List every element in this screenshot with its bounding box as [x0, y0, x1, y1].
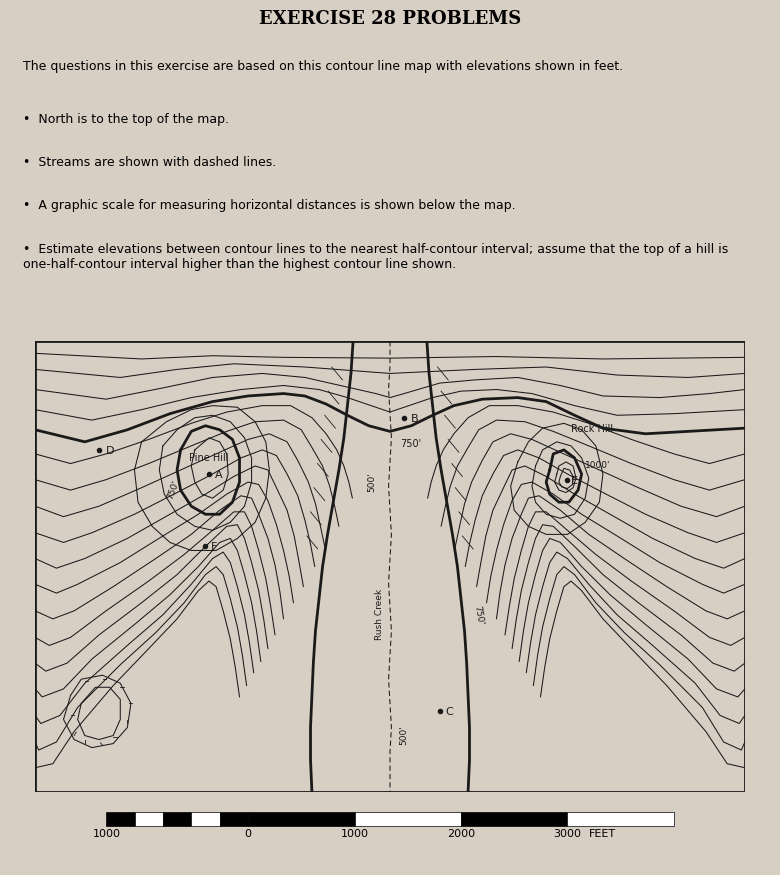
Text: 0: 0	[245, 829, 252, 839]
Text: F: F	[211, 542, 218, 552]
Text: 500': 500'	[367, 473, 376, 492]
Bar	[355, 812, 461, 826]
Text: 750': 750'	[473, 605, 485, 626]
Text: B: B	[411, 414, 419, 424]
Text: •  Streams are shown with dashed lines.: • Streams are shown with dashed lines.	[23, 157, 277, 169]
Text: 750': 750'	[401, 439, 422, 450]
Bar	[567, 812, 674, 826]
Text: •  A graphic scale for measuring horizontal distances is shown below the map.: • A graphic scale for measuring horizont…	[23, 200, 516, 213]
Text: EXERCISE 28 PROBLEMS: EXERCISE 28 PROBLEMS	[259, 10, 521, 28]
Text: A: A	[215, 470, 222, 480]
Text: 1000: 1000	[341, 829, 368, 839]
Bar	[220, 812, 248, 826]
Bar	[191, 812, 220, 826]
Bar	[106, 812, 135, 826]
Bar	[461, 812, 567, 826]
Text: C: C	[445, 707, 453, 717]
Text: E: E	[571, 477, 578, 487]
Text: Rush Creek: Rush Creek	[375, 589, 384, 640]
Bar	[248, 812, 355, 826]
Text: 2000: 2000	[447, 829, 475, 839]
Text: Rock Hill: Rock Hill	[571, 424, 613, 434]
Text: The questions in this exercise are based on this contour line map with elevation: The questions in this exercise are based…	[23, 60, 623, 73]
Text: 1000: 1000	[92, 829, 120, 839]
Text: •  Estimate elevations between contour lines to the nearest half-contour interva: • Estimate elevations between contour li…	[23, 242, 729, 270]
Text: 750': 750'	[166, 480, 181, 500]
Text: 3000: 3000	[553, 829, 581, 839]
Bar	[163, 812, 191, 826]
Text: Pine Hill: Pine Hill	[190, 453, 229, 463]
Text: FEET: FEET	[589, 829, 615, 839]
Bar	[135, 812, 163, 826]
Text: •  North is to the top of the map.: • North is to the top of the map.	[23, 113, 229, 126]
Text: 500': 500'	[399, 725, 409, 746]
Text: 1000': 1000'	[585, 461, 611, 471]
Text: D: D	[106, 446, 115, 456]
